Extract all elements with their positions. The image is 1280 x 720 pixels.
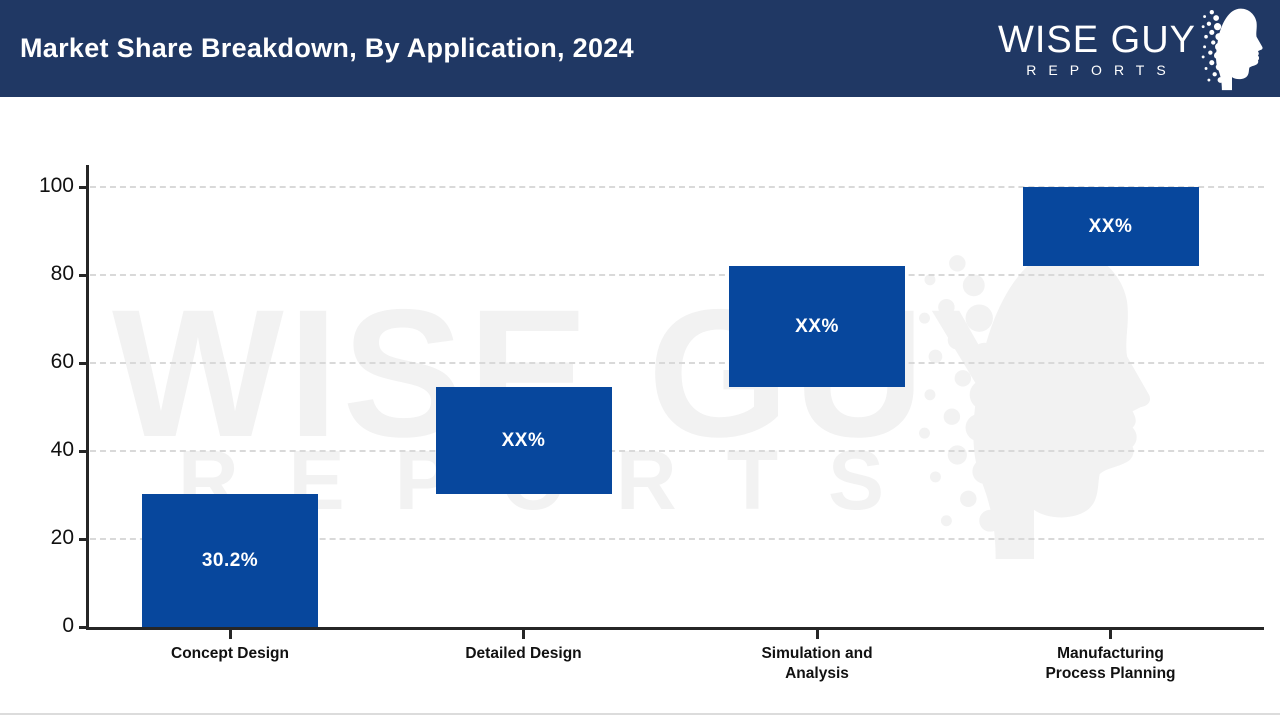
y-tick-label-0: 0 xyxy=(62,614,74,637)
bottom-divider xyxy=(0,713,1280,715)
brand-subtitle: REPORTS xyxy=(1026,61,1178,78)
y-tick-0 xyxy=(79,626,88,629)
x-tick-label-4: Manufacturing Process Planning xyxy=(1045,645,1176,682)
brand-logo-text: WISE GUY REPORTS xyxy=(998,21,1196,77)
gridline-80 xyxy=(90,274,1264,276)
gridline-40 xyxy=(90,450,1264,452)
brand-name: WISE GUY xyxy=(997,18,1196,61)
y-tick-label-80: 80 xyxy=(50,262,74,285)
page-title: Market Share Breakdown, By Application, … xyxy=(20,33,634,63)
y-tick-20 xyxy=(79,538,88,541)
bar-value-label-3: XX% xyxy=(795,315,839,337)
x-tick-label-2: Detailed Design xyxy=(465,645,582,662)
bar-value-label-1: 30.2% xyxy=(201,549,259,571)
bar-2: XX% xyxy=(435,387,612,495)
bar-value-label-2: XX% xyxy=(501,429,546,451)
y-tick-label-100: 100 xyxy=(38,174,74,197)
bar-value-label-4: XX% xyxy=(1088,215,1133,237)
y-tick-40 xyxy=(79,450,88,453)
x-axis xyxy=(86,627,1264,630)
y-axis xyxy=(86,165,89,630)
y-tick-100 xyxy=(79,186,88,189)
y-tick-label-60: 60 xyxy=(50,350,74,373)
x-tick-1 xyxy=(228,630,232,639)
gridline-60 xyxy=(90,362,1264,364)
x-tick-label-1: Concept Design xyxy=(171,645,289,662)
header-bar: Market Share Breakdown, By Application, … xyxy=(0,0,1280,97)
y-tick-label-20: 20 xyxy=(50,526,74,549)
y-tick-label-40: 40 xyxy=(50,438,74,461)
brand-logo: WISE GUY REPORTS xyxy=(998,0,1274,97)
gridline-20 xyxy=(90,538,1264,540)
bar-4: XX% xyxy=(1022,187,1199,267)
y-tick-80 xyxy=(79,274,88,277)
bar-3: XX% xyxy=(729,266,905,388)
x-tick-3 xyxy=(815,630,819,639)
y-tick-60 xyxy=(79,362,88,365)
bar-1: 30.2% xyxy=(142,494,318,627)
gridline-100 xyxy=(90,186,1264,188)
x-tick-4 xyxy=(1109,630,1112,639)
x-tick-label-3: Simulation and Analysis xyxy=(761,645,873,682)
x-tick-2 xyxy=(522,630,525,639)
